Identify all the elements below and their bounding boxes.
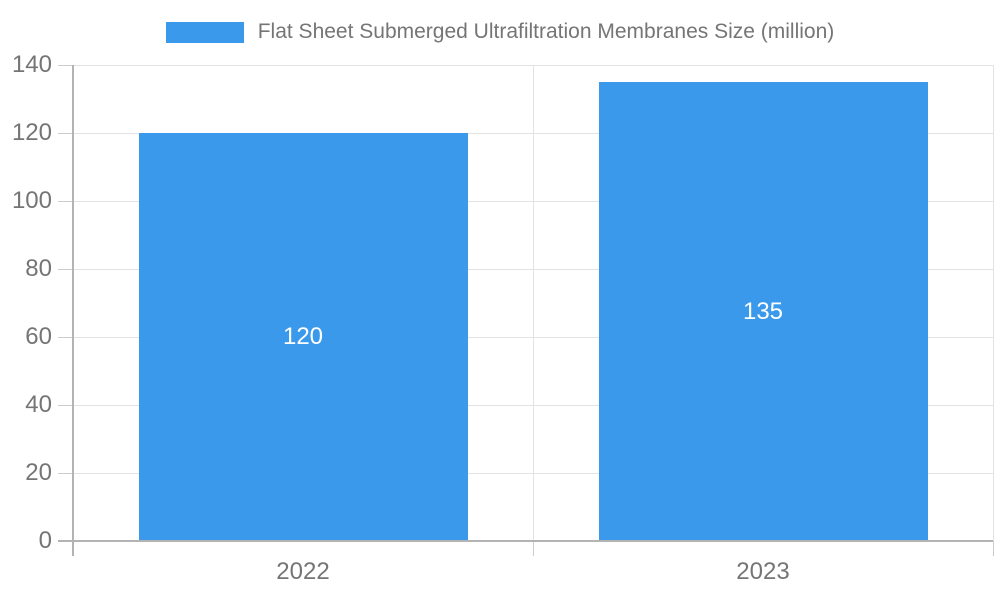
bar-value-label: 135 <box>742 297 784 325</box>
y-axis-tick <box>58 268 73 270</box>
y-tick-label: 140 <box>11 51 52 78</box>
legend-label: Flat Sheet Submerged Ultrafiltration Mem… <box>257 20 835 43</box>
bar-value-label: 120 <box>282 323 324 350</box>
y-tick-label: 20 <box>25 459 52 486</box>
y-tick-label: 100 <box>11 187 52 214</box>
y-axis-tick <box>58 404 73 406</box>
x-tick-label: 2022 <box>276 558 330 585</box>
bar-2023[interactable] <box>599 82 928 541</box>
y-tick-label: 80 <box>25 255 52 282</box>
legend-swatch-icon <box>165 21 244 43</box>
bar-2022[interactable] <box>139 133 468 541</box>
category-boundary-gridline <box>533 65 534 541</box>
y-axis-line <box>72 65 74 556</box>
y-axis-tick <box>58 200 73 202</box>
y-axis-tick <box>58 64 73 66</box>
y-tick-label: 0 <box>38 527 52 554</box>
y-axis-tick <box>58 336 73 338</box>
x-axis-tick <box>533 541 534 556</box>
y-axis-tick <box>58 132 73 134</box>
x-tick-label: 2023 <box>736 558 790 585</box>
y-tick-label: 40 <box>25 391 52 418</box>
category-boundary-gridline <box>993 65 994 541</box>
legend[interactable]: Flat Sheet Submerged Ultrafiltration Mem… <box>0 12 1000 52</box>
x-axis-tick <box>993 541 994 556</box>
x-axis-line <box>58 540 993 542</box>
y-tick-label: 120 <box>11 119 52 146</box>
y-axis-tick <box>58 472 73 474</box>
y-tick-label: 60 <box>25 323 52 350</box>
